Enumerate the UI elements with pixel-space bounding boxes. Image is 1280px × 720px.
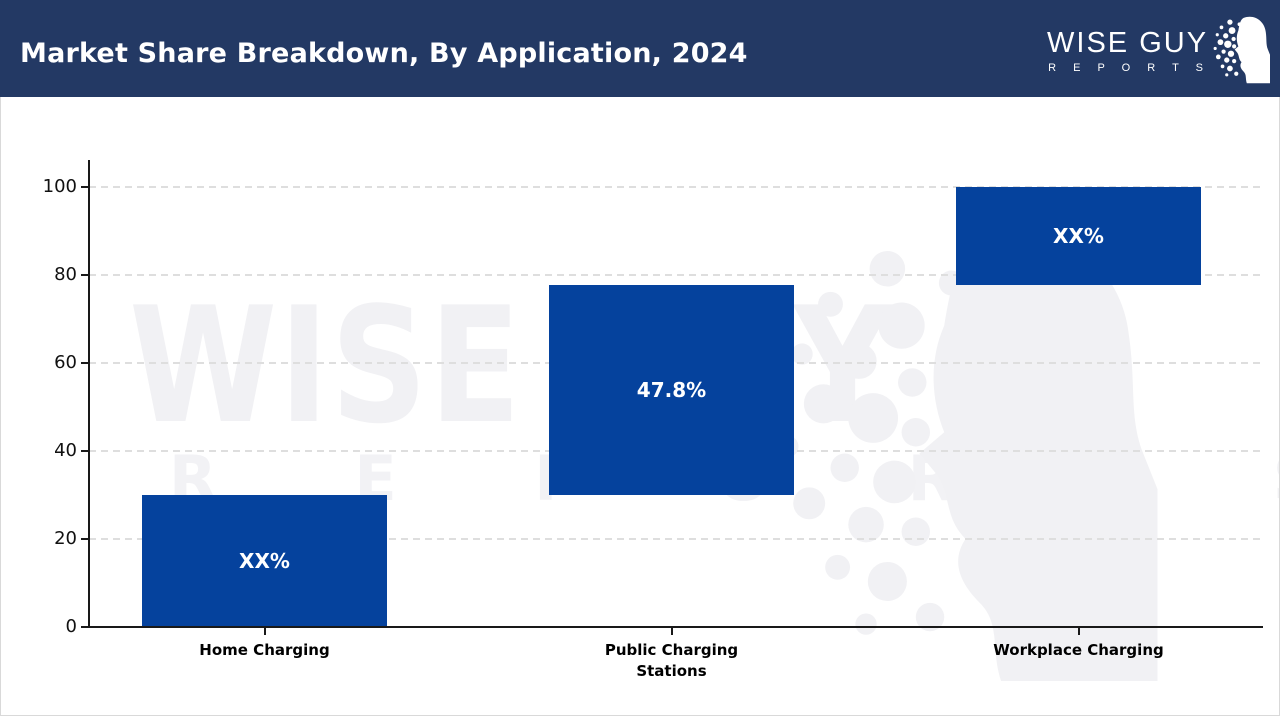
y-tick-label: 80 xyxy=(54,264,77,285)
brand-logo-text: WISE GUY R E P O R T S xyxy=(1045,26,1210,75)
brand-logo: WISE GUY R E P O R T S xyxy=(1045,4,1270,94)
y-tick xyxy=(81,274,89,276)
bar-segment: 47.8% xyxy=(549,284,794,495)
y-tick xyxy=(81,538,89,540)
category-label: Home Charging xyxy=(105,640,425,661)
gridline xyxy=(89,538,1263,540)
bar-segment: XX% xyxy=(956,187,1201,285)
dotted-face-logo-icon xyxy=(1213,16,1270,84)
y-tick-label: 20 xyxy=(54,528,77,549)
y-tick-label: 40 xyxy=(54,440,77,461)
y-tick-label: 100 xyxy=(42,176,77,197)
x-tick xyxy=(263,628,266,635)
category-label-line: Public Charging xyxy=(604,641,739,659)
x-axis-line xyxy=(88,626,1263,628)
category-label-line: Stations xyxy=(636,662,707,680)
brand-subtitle: R E P O R T S xyxy=(1048,62,1210,75)
brand-name: WISE GUY xyxy=(1047,26,1209,59)
chart-title: Market Share Breakdown, By Application, … xyxy=(20,38,748,69)
header-bar: Market Share Breakdown, By Application, … xyxy=(0,0,1280,97)
category-label: Public Charging Stations xyxy=(512,640,832,682)
bar-value-label: 47.8% xyxy=(636,377,707,402)
y-tick-label: 60 xyxy=(54,352,77,373)
category-label: Workplace Charging xyxy=(919,640,1239,661)
bar-segment: XX% xyxy=(142,495,387,627)
bar-value-label: XX% xyxy=(1053,223,1104,248)
y-tick xyxy=(81,362,89,364)
category-label-line: Workplace Charging xyxy=(993,641,1164,659)
y-tick xyxy=(81,186,89,188)
y-axis-line xyxy=(88,160,90,628)
category-label-line: Home Charging xyxy=(199,641,330,659)
gridline xyxy=(89,186,1263,188)
gridline xyxy=(89,274,1263,276)
chart-card: WISE GUY R E P O R T S 020406080100XX%47… xyxy=(0,97,1280,716)
x-tick xyxy=(670,628,673,635)
y-tick xyxy=(81,626,89,628)
y-tick-label: 0 xyxy=(65,616,77,637)
bar-value-label: XX% xyxy=(239,549,290,573)
y-tick xyxy=(81,450,89,452)
x-tick xyxy=(1077,628,1080,635)
